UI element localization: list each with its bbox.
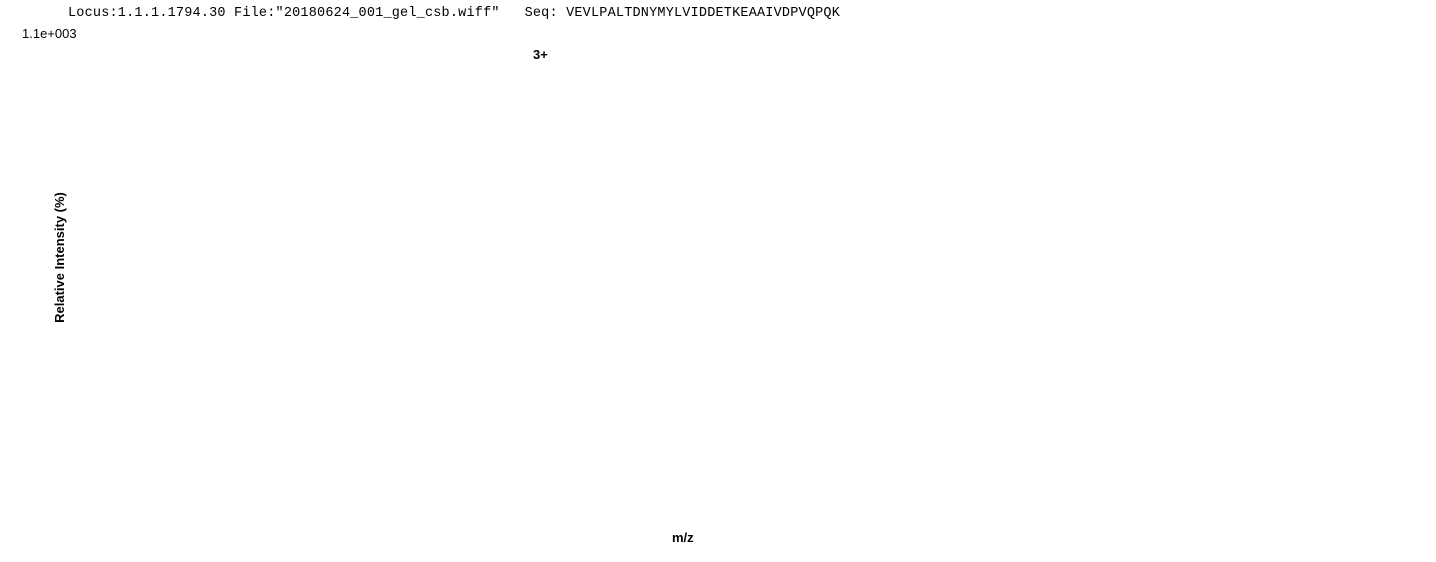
x-axis-title: m/z <box>672 530 694 545</box>
mass-spectrum-plot <box>72 55 1382 505</box>
y-axis-title: Relative Intensity (%) <box>51 192 67 323</box>
intensity-scale-label: 1.1e+003 <box>22 26 77 41</box>
precursor-charge-label: 3+ <box>533 47 548 62</box>
spectrum-svg <box>72 55 1382 505</box>
locus-file-seq-header: Locus:1.1.1.1794.30 File:"20180624_001_g… <box>68 6 841 21</box>
